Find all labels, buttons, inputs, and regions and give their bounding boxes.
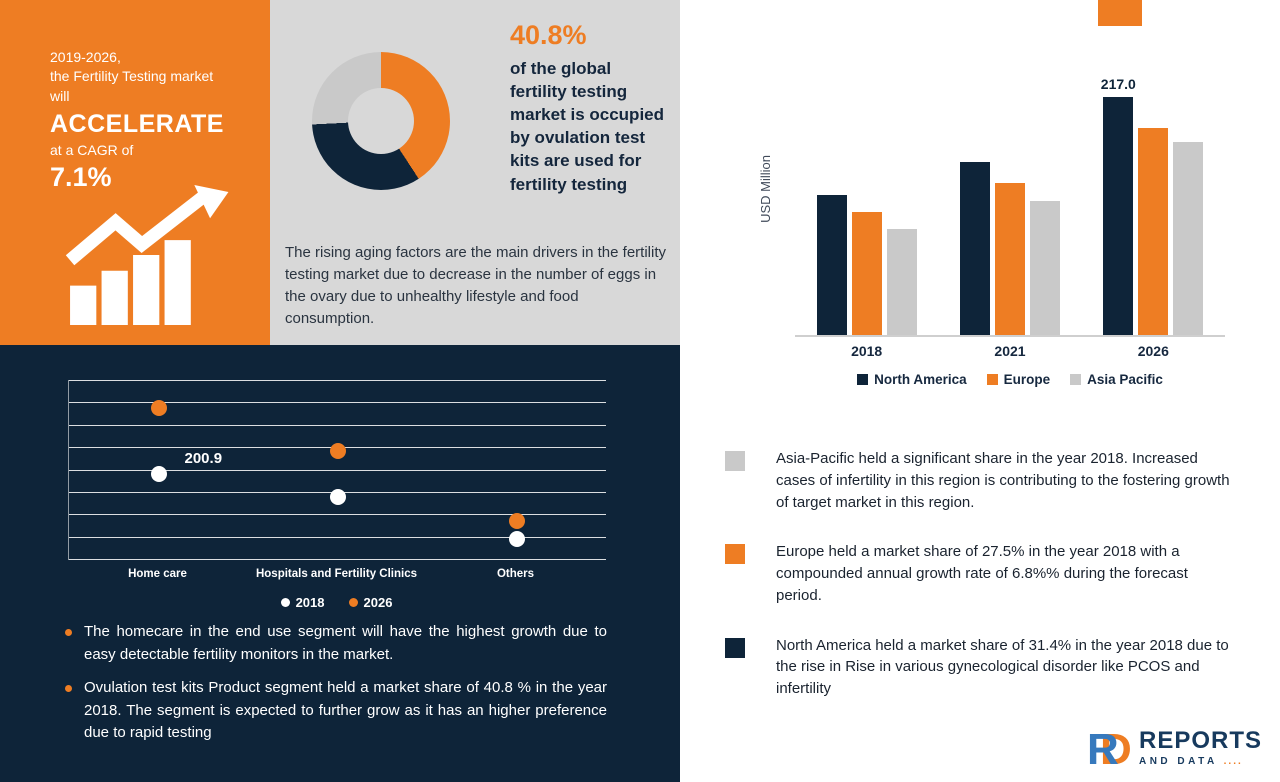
bullet-north-america: North America held a market share of 31.… (725, 635, 1230, 700)
asia-pacific-swatch-icon (1070, 374, 1082, 385)
europe-swatch-icon (986, 374, 998, 385)
logo-dots: .... (1223, 756, 1243, 767)
asia-pacific-bullet-swatch-icon (725, 451, 745, 471)
x-label-2021: 2021 (994, 343, 1026, 359)
cagr-highlight-panel: 2019-2026, the Fertility Testing market … (0, 0, 270, 345)
north-america-bullet-text: North America held a market share of 31.… (776, 636, 1229, 698)
north-america-label: North America (874, 372, 967, 387)
logo-mark-icon: D R (1087, 726, 1132, 770)
north-america-swatch-icon (857, 374, 869, 385)
bullet-asia-pacific: Asia-Pacific held a significant share in… (725, 448, 1230, 513)
cagr-text-block: 2019-2026, the Fertility Testing market … (50, 48, 260, 193)
gridline (69, 514, 606, 516)
category-home-care: Home care (128, 568, 187, 580)
logo-title: REPORTS (1138, 727, 1262, 754)
donut-chart (312, 52, 450, 190)
legend-item-2026: 2026 (348, 595, 393, 610)
legend-2018-dot-icon (280, 598, 290, 607)
bar-europe-2018 (851, 212, 882, 335)
x-label-2026: 2026 (1137, 343, 1169, 359)
bullet-europe: Europe held a market share of 27.5% in t… (725, 541, 1230, 606)
bar-group-2018 (816, 194, 917, 335)
logo-text-block: REPORTS AND DATA .... (1138, 727, 1262, 768)
dot-annotation: 200.9 (184, 449, 223, 467)
bullet-ovulation-kits: Ovulation test kits Product segment held… (62, 677, 607, 745)
category-others: Others (496, 568, 535, 580)
period-text: 2019-2026, (50, 49, 121, 65)
bar-asia-pacific-2018 (886, 228, 917, 335)
europe-label: Europe (1003, 372, 1051, 387)
dot-2026-0 (150, 399, 167, 416)
bar-group-2026: 217.0 (1101, 76, 1204, 335)
europe-bullet-text: Europe held a market share of 27.5% in t… (776, 543, 1188, 604)
stat-description: of the global fertility testing market i… (510, 59, 665, 194)
bar-north-america-2026: 217.0 (1101, 76, 1136, 335)
bar-asia-pacific-2021 (1030, 201, 1060, 335)
gridline (69, 536, 606, 538)
donut-hole (348, 88, 414, 154)
accelerate-text: ACCELERATE (50, 109, 224, 138)
regional-section: USD Million 217.0 2018 2021 2026 North A… (680, 0, 1280, 782)
drivers-paragraph: The rising aging factors are the main dr… (285, 244, 666, 327)
donut-section: 40.8% of the global fertility testing ma… (270, 0, 680, 345)
north-america-bullet-swatch-icon (725, 637, 745, 658)
bar-x-labels: 2018 2021 2026 (795, 343, 1225, 359)
dot-2026-2 (508, 512, 525, 529)
reports-and-data-logo: D R REPORTS AND DATA .... (1087, 726, 1262, 770)
asia-pacific-label: Asia Pacific (1087, 372, 1163, 387)
legend-2018-label: 2018 (295, 595, 325, 610)
bar-value-label: 217.0 (1100, 76, 1136, 93)
legend-2026-label: 2026 (363, 595, 393, 610)
bar-asia-pacific-2026 (1173, 142, 1204, 335)
gridline (69, 424, 606, 426)
decorative-tab (1098, 0, 1142, 26)
bar-plot-area: 217.0 (795, 72, 1225, 337)
bar-north-america-2018 (816, 194, 847, 335)
category-hospitals: Hospitals and Fertility Clinics (255, 568, 418, 580)
svg-text:D: D (1100, 726, 1132, 770)
growth-arrow-icon (65, 185, 229, 325)
dot-plot-category-labels: Home care Hospitals and Fertility Clinic… (68, 568, 605, 580)
market-name-text: the Fertility Testing market (50, 68, 214, 85)
legend-2026-dot-icon (348, 598, 358, 607)
x-label-2018: 2018 (851, 343, 883, 359)
end-use-bullets: The homecare in the end use segment will… (62, 621, 607, 756)
bar-europe-2021 (995, 182, 1025, 335)
dot-plot-legend: 2018 2026 (68, 595, 605, 610)
cagr-value: 7.1% (50, 162, 112, 193)
region-bullets: Asia-Pacific held a significant share in… (725, 448, 1230, 728)
bar-chart-legend: North America Europe Asia Pacific (780, 372, 1240, 387)
cagr-label: at a CAGR of (50, 141, 134, 158)
legend-item-north-america: North America (857, 372, 967, 387)
logo-subtitle: AND DATA .... (1139, 756, 1262, 767)
dot-2018-0 (150, 465, 167, 482)
bullet-homecare-growth: The homecare in the end use segment will… (62, 621, 607, 666)
bar-north-america-2021 (960, 161, 990, 335)
will-text: will (50, 87, 70, 104)
legend-item-europe: Europe (986, 372, 1051, 387)
dot-2018-2 (508, 531, 525, 548)
asia-pacific-bullet-text: Asia-Pacific held a significant share in… (776, 450, 1230, 511)
logo-subtitle-text: AND DATA (1138, 756, 1218, 767)
bar-europe-2026 (1138, 127, 1169, 335)
gridline (69, 559, 606, 560)
europe-bullet-swatch-icon (725, 544, 745, 565)
y-axis-label: USD Million (758, 155, 773, 223)
gridline (69, 380, 606, 381)
dot-2026-1 (329, 442, 346, 459)
end-use-section: 200.9 Home care Hospitals and Fertility … (0, 345, 680, 782)
legend-item-2018: 2018 (280, 595, 325, 610)
gridline (69, 469, 606, 471)
gridline (69, 402, 606, 404)
stat-block: 40.8% of the global fertility testing ma… (510, 20, 668, 196)
legend-item-asia-pacific: Asia Pacific (1070, 372, 1163, 387)
bar-group-2021 (960, 161, 1060, 335)
svg-text:R: R (1087, 726, 1119, 770)
stat-percentage: 40.8% (510, 20, 587, 50)
dot-2018-1 (329, 488, 346, 505)
dot-plot-area: 200.9 (68, 380, 606, 560)
